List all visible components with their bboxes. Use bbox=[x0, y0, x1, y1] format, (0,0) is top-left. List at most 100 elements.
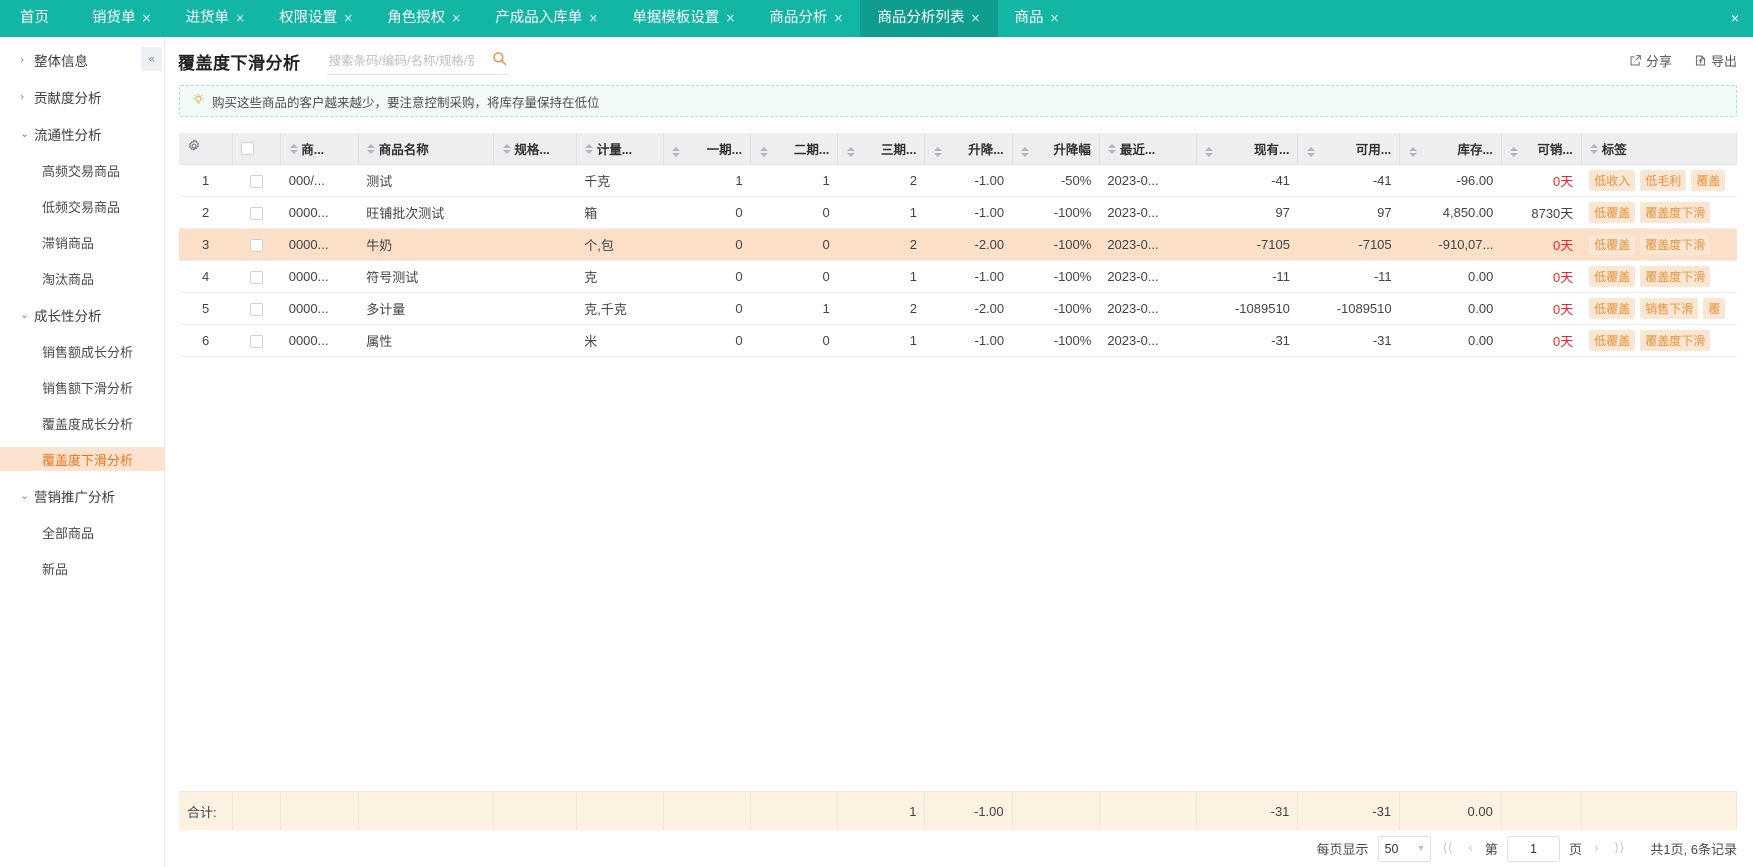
sort-icon[interactable] bbox=[289, 144, 298, 155]
select-all-checkbox[interactable] bbox=[240, 142, 254, 156]
tab-3[interactable]: 权限设置 × bbox=[262, 0, 370, 37]
close-all-tabs-icon[interactable]: × bbox=[1730, 10, 1739, 26]
first-page-button[interactable]: ⟨⟨ bbox=[1442, 841, 1453, 856]
table-row[interactable]: 4 0000... 符号测试 克 0 0 1 -1.00 -100% 2023-0... -11 -1… bbox=[179, 260, 1737, 293]
status-badge[interactable]: 低毛利 bbox=[1640, 169, 1687, 191]
column-header-name[interactable]: 商品名称 bbox=[358, 133, 495, 165]
status-badge[interactable]: 销售下滑 bbox=[1640, 297, 1699, 319]
status-badge[interactable]: 低收入 bbox=[1589, 169, 1636, 191]
status-badge[interactable]: 覆盖度下滑 bbox=[1640, 265, 1711, 287]
sidebar-group-3[interactable]: ⌄ 成长性分析 bbox=[0, 302, 164, 327]
column-header-spec[interactable]: 规格... bbox=[493, 133, 577, 165]
tab-close-icon[interactable]: × bbox=[141, 11, 152, 25]
gear-icon[interactable] bbox=[187, 139, 201, 157]
tab-close-icon[interactable]: × bbox=[970, 11, 981, 25]
row-checkbox[interactable] bbox=[250, 174, 263, 188]
column-header-sellable[interactable]: 可销... bbox=[1501, 133, 1582, 165]
sidebar-item[interactable]: 新品 bbox=[0, 556, 164, 580]
page-size-select[interactable]: 50 ▾ bbox=[1377, 835, 1431, 862]
tab-close-icon[interactable]: × bbox=[833, 11, 844, 25]
tab-close-icon[interactable]: × bbox=[451, 11, 462, 25]
sidebar-item[interactable]: 销售额下滑分析 bbox=[0, 375, 164, 399]
search-input[interactable] bbox=[326, 52, 477, 69]
tab-2[interactable]: 进货单 × bbox=[169, 0, 263, 37]
export-button[interactable]: 导出 bbox=[1694, 51, 1737, 70]
share-button[interactable]: 分享 bbox=[1629, 51, 1672, 70]
last-page-button[interactable]: ⟩⟩ bbox=[1614, 841, 1625, 856]
sort-icon[interactable] bbox=[1590, 144, 1599, 155]
sidebar-collapse-icon[interactable]: « bbox=[141, 47, 162, 71]
next-page-button[interactable]: › bbox=[1593, 841, 1600, 856]
sort-icon[interactable] bbox=[1021, 146, 1030, 157]
tab-close-icon[interactable]: × bbox=[1049, 11, 1060, 25]
column-header-usable[interactable]: 可用... bbox=[1297, 133, 1401, 165]
row-checkbox[interactable] bbox=[250, 334, 263, 348]
select-all-header[interactable] bbox=[232, 133, 282, 165]
tab-close-icon[interactable]: × bbox=[235, 11, 246, 25]
status-badge[interactable]: 低覆盖 bbox=[1589, 329, 1636, 351]
column-header-delta[interactable]: 升降... bbox=[924, 133, 1013, 165]
sidebar-group-0[interactable]: › 整体信息 bbox=[0, 47, 164, 72]
column-header-code[interactable]: 商... bbox=[280, 133, 359, 165]
sidebar-item[interactable]: 淘汰商品 bbox=[0, 266, 164, 290]
sidebar-group-1[interactable]: › 贡献度分析 bbox=[0, 84, 164, 109]
tab-7[interactable]: 商品分析 × bbox=[752, 0, 860, 37]
table-row[interactable]: 2 0000... 旺铺批次测试 箱 0 0 1 -1.00 -100% 2023-0... 97 9… bbox=[179, 196, 1737, 229]
tab-9[interactable]: 商品 × bbox=[998, 0, 1077, 37]
sort-icon[interactable] bbox=[1108, 144, 1117, 155]
tab-8[interactable]: 商品分析列表 × bbox=[860, 0, 998, 37]
sidebar-item[interactable]: 低频交易商品 bbox=[0, 194, 164, 218]
sort-icon[interactable] bbox=[933, 146, 942, 157]
column-header-p2[interactable]: 二期... bbox=[750, 133, 839, 165]
search-icon[interactable] bbox=[492, 51, 507, 70]
status-badge[interactable]: 低覆盖 bbox=[1589, 265, 1636, 287]
sidebar-item[interactable]: 全部商品 bbox=[0, 520, 164, 544]
column-header-unit[interactable]: 计量... bbox=[576, 133, 664, 165]
row-checkbox[interactable] bbox=[250, 238, 263, 252]
status-badge[interactable]: 低覆盖 bbox=[1589, 233, 1636, 255]
status-badge[interactable]: 低覆盖 bbox=[1589, 201, 1636, 223]
sidebar-group-2[interactable]: ⌄ 流通性分析 bbox=[0, 121, 164, 146]
sidebar-item[interactable]: 高频交易商品 bbox=[0, 158, 164, 182]
sort-icon[interactable] bbox=[1408, 146, 1417, 157]
sidebar-item[interactable]: 滞销商品 bbox=[0, 230, 164, 254]
sort-icon[interactable] bbox=[585, 144, 594, 155]
column-header-p3[interactable]: 三期... bbox=[837, 133, 926, 165]
column-header-tags[interactable]: 标签 bbox=[1581, 133, 1738, 165]
prev-page-button[interactable]: ‹ bbox=[1467, 841, 1473, 856]
tab-5[interactable]: 产成品入库单 × bbox=[478, 0, 615, 37]
tab-close-icon[interactable]: × bbox=[725, 11, 736, 25]
column-header-p1[interactable]: 一期... bbox=[663, 133, 752, 165]
sidebar-group-4[interactable]: ⌄ 营销推广分析 bbox=[0, 483, 164, 508]
sidebar-item[interactable]: 覆盖度成长分析 bbox=[0, 411, 164, 435]
status-badge[interactable]: 低覆盖 bbox=[1589, 297, 1636, 319]
tab-close-icon[interactable]: × bbox=[588, 11, 599, 25]
sort-icon[interactable] bbox=[1205, 146, 1214, 157]
sort-icon[interactable] bbox=[1510, 146, 1519, 157]
sort-icon[interactable] bbox=[759, 146, 768, 157]
table-row[interactable]: 5 0000... 多计量 克,千克 0 1 2 -2.00 -100% 2023-0... -10… bbox=[179, 292, 1737, 325]
status-badge[interactable]: 覆盖度下滑 bbox=[1640, 201, 1711, 223]
column-header-stock[interactable]: 库存... bbox=[1399, 133, 1502, 165]
status-badge[interactable]: 覆盖度下滑 bbox=[1640, 329, 1711, 351]
tab-6[interactable]: 单据模板设置 × bbox=[615, 0, 752, 37]
table-row[interactable]: 6 0000... 属性 米 0 0 1 -1.00 -100% 2023-0... -31 -31 0… bbox=[179, 324, 1737, 357]
row-checkbox[interactable] bbox=[250, 206, 263, 220]
table-row[interactable]: 3 0000... 牛奶 个,包 0 0 2 -2.00 -100% 2023-0... -7105… bbox=[179, 228, 1737, 261]
tab-close-icon[interactable]: × bbox=[343, 11, 354, 25]
sort-icon[interactable] bbox=[672, 146, 681, 157]
status-badge[interactable]: 覆盖度下滑 bbox=[1640, 233, 1711, 255]
sidebar-item[interactable]: 销售额成长分析 bbox=[0, 339, 164, 363]
tab-0[interactable]: 首页 bbox=[0, 0, 75, 37]
sidebar-item[interactable]: 覆盖度下滑分析 bbox=[0, 447, 164, 471]
status-badge[interactable]: 覆盖 bbox=[1691, 169, 1726, 191]
column-header-last[interactable]: 最近... bbox=[1099, 133, 1197, 165]
sort-icon[interactable] bbox=[502, 144, 511, 155]
page-number-input[interactable] bbox=[1506, 835, 1560, 862]
row-checkbox[interactable] bbox=[250, 302, 263, 316]
column-header-rate[interactable]: 升降幅 bbox=[1012, 133, 1100, 165]
sort-icon[interactable] bbox=[1306, 146, 1315, 157]
status-badge[interactable]: 覆 bbox=[1703, 297, 1726, 319]
table-row[interactable]: 1 000/... 测试 千克 1 1 2 -1.00 -50% 2023-0... -41 -41 -… bbox=[179, 164, 1737, 197]
tab-4[interactable]: 角色授权 × bbox=[370, 0, 478, 37]
